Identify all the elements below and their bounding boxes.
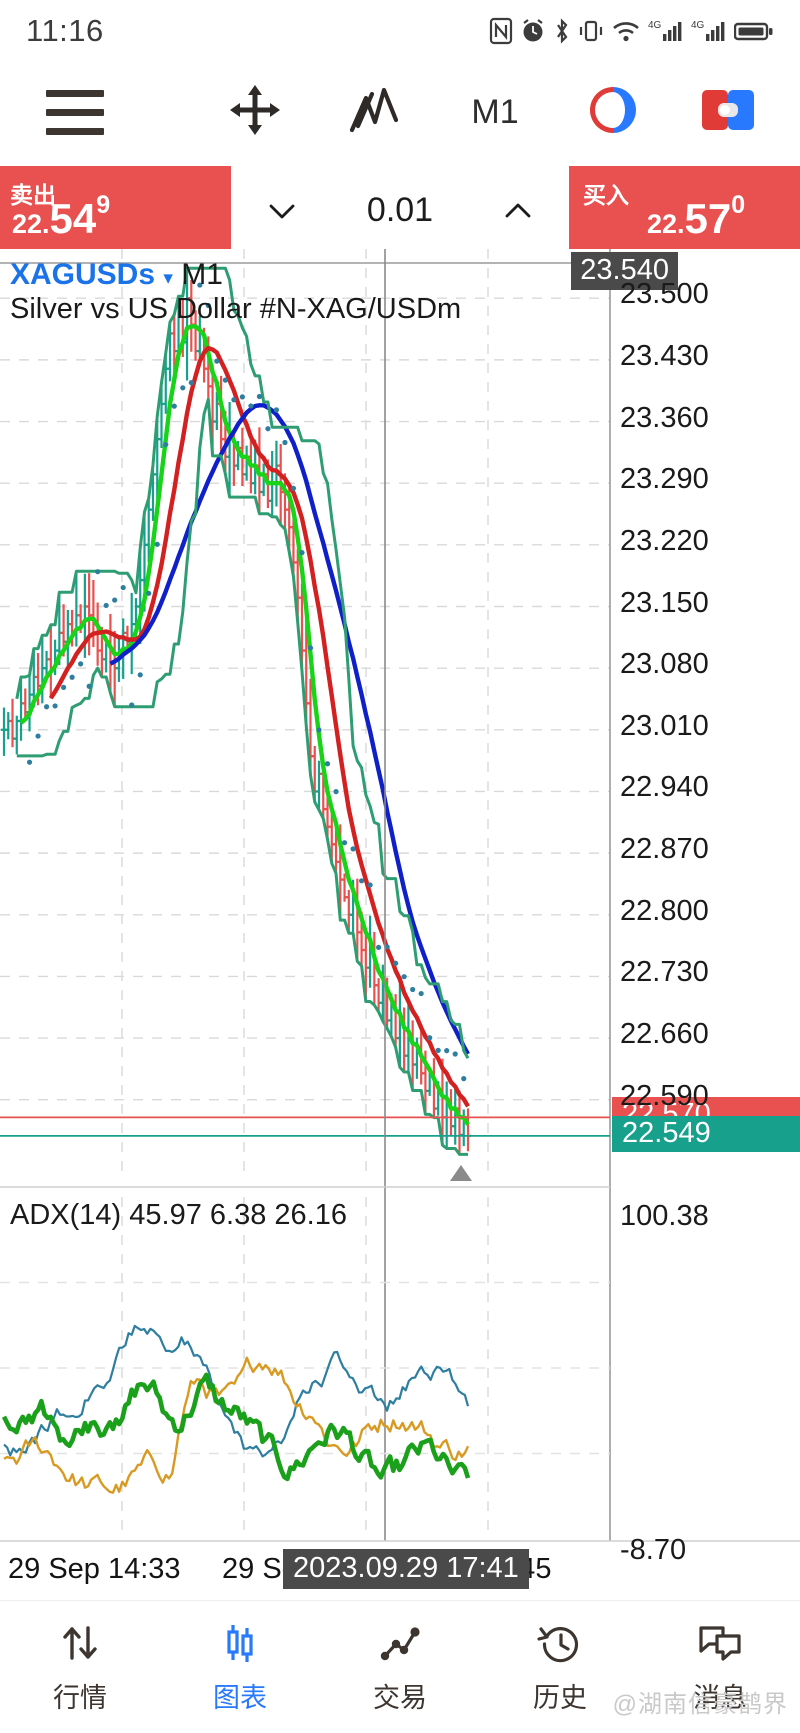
nav-label-trade: 交易 [373, 1682, 427, 1713]
price-tick: 23.290 [620, 463, 709, 496]
svg-text:4G: 4G [648, 20, 662, 31]
volume-increment-button[interactable] [501, 194, 535, 228]
price-chart-canvas[interactable] [0, 249, 800, 1600]
chevron-down-icon: ▾ [163, 268, 173, 289]
watermark-text: @湖南信豪鹊界 [612, 1691, 788, 1718]
chart-timeframe: M1 [181, 258, 223, 291]
zigzag-indicator-icon [346, 82, 404, 143]
adx-axis-min: -8.70 [620, 1534, 687, 1566]
timeframe-button[interactable]: M1 [435, 62, 555, 162]
nav-item-messages[interactable]: 消息 [640, 1601, 800, 1733]
buy-price-sup: 0 [731, 191, 746, 219]
bluetooth-icon [553, 17, 571, 45]
nav-label-messages: 消息 [693, 1682, 747, 1713]
scale-top-badge: 23.540 [571, 252, 678, 290]
alarm-icon [520, 17, 546, 45]
price-tick: 23.150 [620, 586, 709, 619]
volume-stepper: 0.01 [231, 172, 569, 249]
price-tick: 23.430 [620, 339, 709, 372]
sell-button[interactable]: 卖出 22.549 [0, 166, 231, 249]
price-tick: 23.080 [620, 648, 709, 681]
price-tick: 22.660 [620, 1018, 709, 1051]
price-tick: 23.360 [620, 401, 709, 434]
indicators-button[interactable] [315, 62, 435, 162]
signal-4g-2-icon: 4G [691, 17, 727, 45]
status-clock: 11:16 [26, 13, 104, 48]
sell-price: 22.549 [12, 191, 110, 243]
price-tick: 23.220 [620, 524, 709, 557]
messages-icon [695, 1620, 745, 1666]
buy-button[interactable]: 买入 22.570 [569, 166, 800, 249]
crosshair-button[interactable] [195, 62, 315, 162]
price-tick: 23.010 [620, 709, 709, 742]
nav-label-charts: 图表 [213, 1682, 267, 1713]
battery-icon [734, 17, 774, 45]
bottom-navigation: 行情 图表 交易 历史 消息 [0, 1600, 800, 1733]
chart-symbol-description: Silver vs US Dollar #N-XAG/USDm [10, 293, 462, 325]
quotes-arrows-icon [57, 1620, 103, 1666]
buy-label: 买入 [583, 182, 629, 208]
status-bar: 11:16 4G 4G [0, 0, 800, 62]
charts-candles-icon [217, 1620, 263, 1666]
nav-label-quotes: 行情 [53, 1682, 107, 1713]
new-order-icon [700, 86, 756, 139]
nav-item-quotes[interactable]: 行情 [0, 1601, 160, 1733]
trade-line-icon [377, 1620, 423, 1666]
nav-item-charts[interactable]: 图表 [160, 1601, 320, 1733]
status-icon-tray: 4G 4G [489, 17, 774, 45]
adx-axis-max: 100.38 [620, 1200, 709, 1232]
signal-4g-icon: 4G [648, 17, 684, 45]
vibrate-icon [578, 17, 604, 45]
nav-label-history: 历史 [533, 1682, 587, 1713]
nfc-icon [489, 17, 513, 45]
price-tick: 22.800 [620, 894, 709, 927]
app-toolbar: M1 [0, 62, 800, 162]
sell-price-sup: 9 [96, 191, 111, 219]
buy-price-int: 22. [647, 209, 685, 239]
nav-item-trade[interactable]: 交易 [320, 1601, 480, 1733]
objects-button[interactable] [555, 62, 670, 162]
timeframe-label: M1 [471, 92, 519, 131]
volume-decrement-button[interactable] [265, 194, 299, 228]
price-tick: 22.940 [620, 771, 709, 804]
adx-indicator-label: ADX(14) 45.97 6.38 26.16 [10, 1199, 347, 1231]
price-tick: 22.730 [620, 956, 709, 989]
hamburger-menu-icon [46, 89, 104, 135]
bid-price-badge: 22.549 [612, 1115, 800, 1152]
price-tick: 22.590 [620, 1079, 709, 1112]
menu-button[interactable] [0, 62, 150, 162]
sell-price-int: 22. [12, 209, 50, 239]
sell-price-big: 54 [49, 195, 97, 242]
indicators-circle-icon [587, 84, 639, 141]
price-tick: 22.870 [620, 833, 709, 866]
history-clock-icon [537, 1620, 583, 1666]
sell-label: 卖出 [10, 182, 56, 208]
buy-price: 22.570 [647, 191, 745, 243]
move-crosshair-icon [227, 82, 283, 143]
new-order-button[interactable] [670, 62, 785, 162]
volume-value[interactable]: 0.01 [366, 191, 434, 229]
buy-price-big: 57 [684, 195, 732, 242]
chart-symbol-name: XAGUSDs [10, 258, 156, 291]
quote-bar: 卖出 22.549 0.01 买入 22.570 [0, 166, 800, 249]
price-tick: 23.500 [620, 278, 709, 311]
wifi-icon [611, 17, 641, 45]
svg-text:4G: 4G [691, 20, 705, 31]
nav-item-history[interactable]: 历史 [480, 1601, 640, 1733]
crosshair-time-badge: 2023.09.29 17:41 [283, 1549, 529, 1589]
chart-symbol-header[interactable]: XAGUSDs ▾ M1 [10, 258, 223, 292]
chart-area[interactable]: XAGUSDs ▾ M1 Silver vs US Dollar #N-XAG/… [0, 249, 800, 1600]
time-tick-left: 29 Sep 14:33 [8, 1553, 181, 1585]
